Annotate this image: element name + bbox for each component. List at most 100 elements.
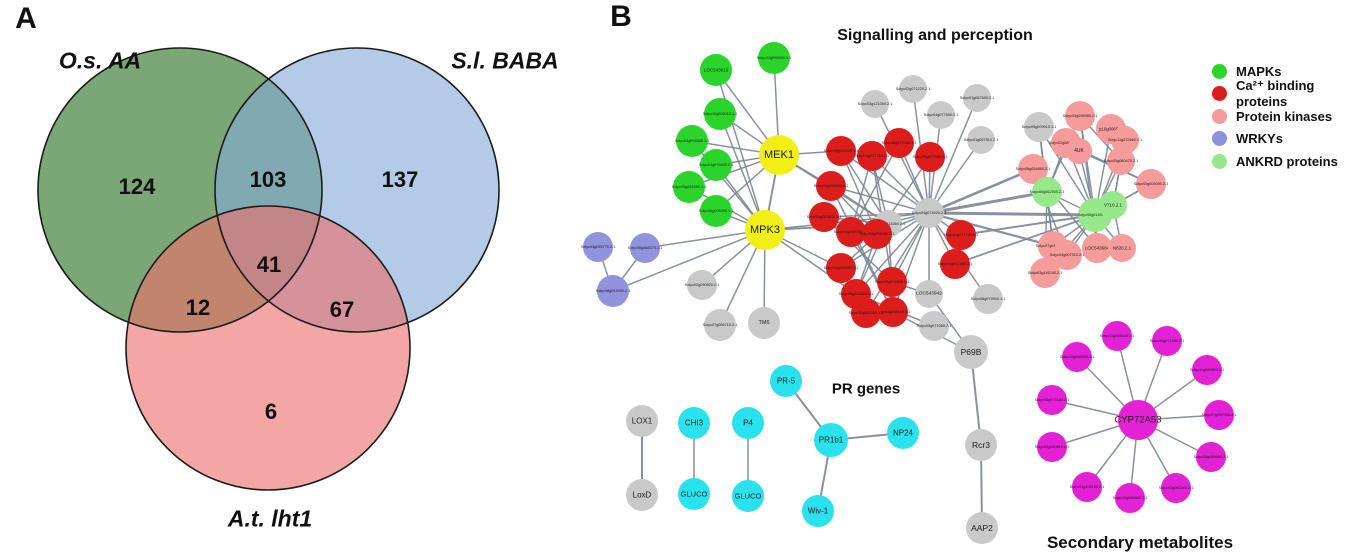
node-label-aap2: AAP2: [971, 523, 993, 533]
edge-h1-r13: [855, 212, 930, 295]
edge-h1-r6: [823, 212, 930, 218]
node-m5: [1037, 385, 1067, 415]
node-t3: [927, 101, 955, 129]
node-label-np24: NP24: [893, 429, 914, 438]
node-label-r7: Solyc01g108780.2.1: [834, 230, 869, 234]
node-s11: [1108, 234, 1136, 262]
venn-count-at-only: 6: [264, 399, 278, 424]
node-label-m2: Solyc04g071090.2.1: [1150, 339, 1185, 343]
node-np24: [887, 417, 919, 449]
node-s6: [1018, 154, 1048, 184]
node-label-gluco2: GLUCO: [735, 492, 762, 501]
node-label-g5: Solyc04g079400.2.1: [699, 163, 734, 167]
edge-h1-a2: [928, 211, 1096, 217]
node-t2: [899, 75, 927, 103]
legend-item-2: Protein kinases: [1212, 105, 1368, 128]
node-label-s4b: 4UK: [1074, 148, 1084, 154]
node-label-w2: Solyc06g066370.2.1: [628, 246, 663, 250]
node-label-gm: Solyc05g071060.2.1: [917, 324, 952, 328]
node-label-gn: Solyc08g079900.1.1: [971, 297, 1006, 301]
edge-t1-h1: [874, 103, 930, 214]
edge-r7-r14: [850, 231, 894, 313]
node-label-s9: Solyc04g007310.2.1: [1050, 253, 1085, 257]
node-label-g3: Solyc10g005010.1.1: [703, 112, 738, 116]
edge-r9-a2: [960, 214, 1096, 236]
node-label-gb1: Solyc02g090520.2.1: [685, 283, 720, 287]
node-g2: [758, 42, 790, 74]
node-a1: [1032, 177, 1062, 207]
node-label-a2: Solyc08g014570.2.1: [1078, 213, 1113, 217]
node-loc2: [915, 280, 943, 308]
node-label-m3: Solyc12g088960.2.1: [1060, 355, 1095, 359]
venn-outline-sl-baba: [214, 47, 500, 333]
node-label-r12: Solyc05g014500.1.1: [875, 280, 910, 284]
node-pr5: [770, 365, 802, 397]
node-label-r9: Solyc11g071740.1.1: [944, 233, 978, 237]
node-gb1: [687, 270, 717, 300]
node-label-r13: Solyc08g013420.1.1: [839, 292, 874, 296]
node-label-r10: Solyc01g017860.2.1: [938, 262, 973, 266]
node-label-r15: Solyc10g083300.1.1: [849, 311, 884, 315]
node-label-g2: Solyc12g099000.1.1: [757, 56, 792, 60]
node-gm: [919, 311, 949, 341]
node-mek1: [759, 135, 799, 175]
node-r4: [915, 142, 945, 172]
venn-diagram: [37, 47, 500, 491]
edge-r1-r8: [840, 150, 878, 235]
node-sg: [1024, 112, 1054, 142]
edge-r10-a2: [954, 214, 1096, 265]
legend-dot-icon: [1212, 153, 1227, 169]
node-m8: [1196, 442, 1226, 472]
node-label-s11: N820.2.1: [1113, 246, 1132, 251]
node-label-m5: Solyc06g074180.2.1: [1035, 398, 1070, 402]
network-title: Signalling and perception: [837, 27, 1033, 44]
node-w3: [597, 275, 629, 307]
edge-h1-s8: [928, 211, 1054, 248]
node-label-m4: Solyc11g069800.1.1: [1190, 368, 1224, 372]
edge-g1-mpk3: [715, 69, 766, 231]
node-a3: [1099, 191, 1127, 219]
node-m6: [1204, 400, 1234, 430]
node-label-cyp: CYP72A53: [1114, 415, 1161, 426]
node-gn: [973, 284, 1003, 314]
node-label-pr1b1: PR1b1: [819, 436, 844, 445]
node-pr1b1: [814, 423, 848, 457]
node-label-g6: Solyc05g054390.1.1: [672, 185, 707, 189]
node-mpk3: [745, 210, 785, 250]
node-label-p4: P4: [743, 419, 753, 428]
node-r3: [884, 128, 914, 158]
node-label-gb2: Solyc07g056710.2.1: [703, 323, 738, 327]
venn-set-label-sl-baba: S.l. BABA: [451, 47, 559, 74]
node-r8: [862, 219, 892, 249]
node-label-lox1: LOX1: [632, 417, 653, 426]
node-r6: [809, 202, 839, 232]
node-label-gb3: TM6: [759, 320, 770, 326]
node-r11: [826, 253, 856, 283]
node-label-a3: V710.2.1: [1104, 203, 1123, 208]
node-m4: [1192, 355, 1222, 385]
legend-label: Protein kinases: [1236, 108, 1333, 124]
legend-label: WRKYs: [1236, 131, 1283, 147]
node-wiv1: [802, 495, 834, 527]
legend-dot-icon: [1212, 131, 1227, 147]
node-gluco1: [678, 478, 710, 510]
node-label-w3: Solyc08g014990.2.1: [596, 289, 631, 293]
node-label-gluco1: GLUCO: [681, 490, 708, 499]
node-label-chi3: CHI3: [685, 419, 704, 428]
node-r5: [816, 171, 846, 201]
node-p4: [732, 407, 764, 439]
node-label-r6: Solyc06g053530.1.1: [807, 215, 842, 219]
node-label-r2: Solyc11g017210.1.1: [855, 154, 889, 158]
node-m7: [1037, 432, 1067, 462]
node-label-s3: Solyc11g072660.1.1: [1108, 138, 1142, 142]
node-aap2: [966, 512, 998, 544]
node-g5: [700, 149, 732, 181]
node-label-m8: Solyc08g068680.2.1: [1194, 455, 1229, 459]
node-label-t2: Solyc02g071220.2.1: [896, 87, 931, 91]
node-label-s6: Solyc08g054850.2.1: [1016, 167, 1051, 171]
node-t1: [861, 90, 889, 118]
venn-set-label-os-aa: O.s. AA: [58, 47, 142, 74]
pr-genes-title: PR genes: [831, 380, 901, 398]
node-label-h1: Solyc04g074020.2.1: [912, 211, 947, 215]
